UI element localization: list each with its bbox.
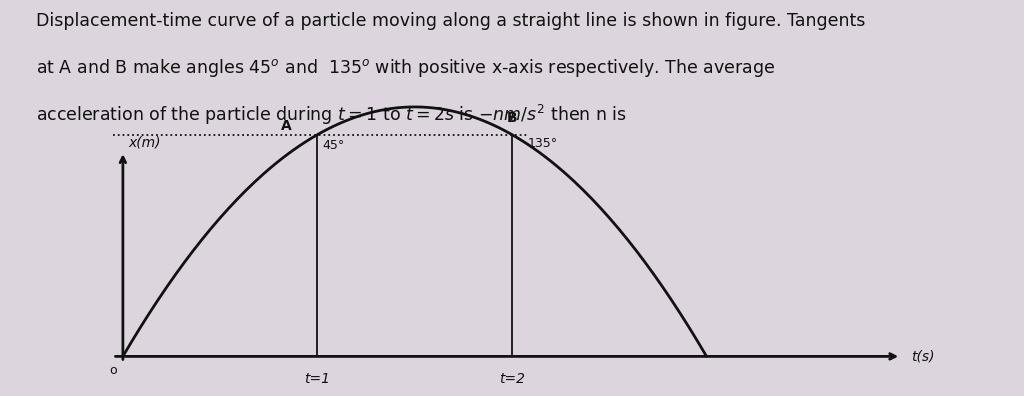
Text: at A and B make angles $45^o$ and  $135^o$ with positive x-axis respectively. Th: at A and B make angles $45^o$ and $135^o… bbox=[36, 57, 775, 80]
Text: 45°: 45° bbox=[323, 139, 345, 152]
Text: A: A bbox=[282, 119, 292, 133]
Text: Displacement-time curve of a particle moving along a straight line is shown in f: Displacement-time curve of a particle mo… bbox=[36, 12, 865, 30]
Text: t=2: t=2 bbox=[499, 372, 525, 386]
Text: o: o bbox=[109, 364, 117, 377]
Text: 135°: 135° bbox=[527, 137, 557, 150]
Text: t(s): t(s) bbox=[911, 349, 934, 364]
Text: t=1: t=1 bbox=[304, 372, 331, 386]
Text: x(m): x(m) bbox=[128, 135, 161, 149]
Text: B: B bbox=[507, 111, 517, 125]
Text: acceleration of the particle during $t=1$ to $t=2s$ is $-nm/s^2$ then n is: acceleration of the particle during $t=1… bbox=[36, 103, 627, 127]
